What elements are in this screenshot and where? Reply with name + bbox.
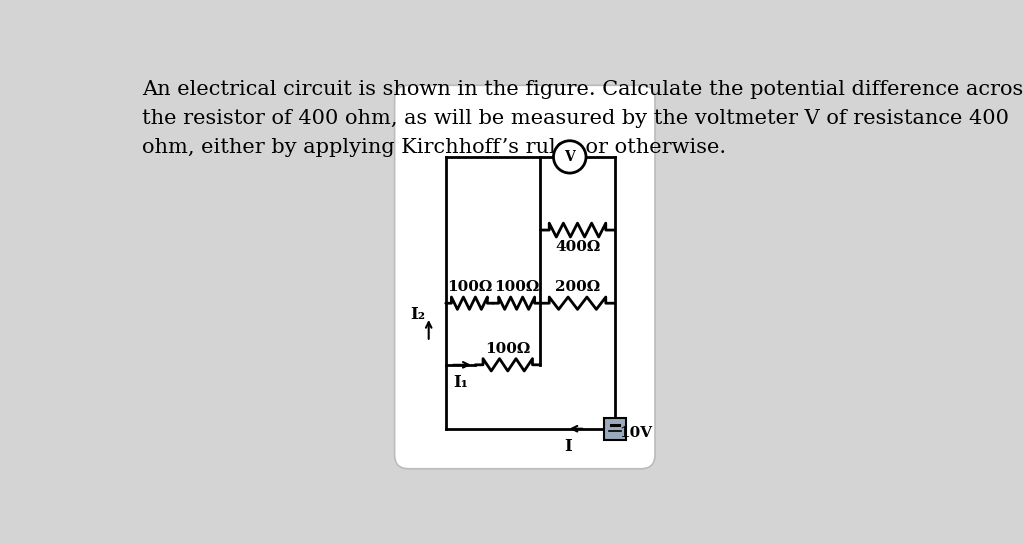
Text: 100Ω: 100Ω — [485, 342, 530, 356]
Text: I₂: I₂ — [411, 306, 426, 323]
Text: 100Ω: 100Ω — [446, 280, 492, 294]
Text: I₁: I₁ — [454, 374, 469, 391]
Text: 200Ω: 200Ω — [555, 280, 600, 294]
Text: 400Ω: 400Ω — [555, 240, 600, 254]
Text: V: V — [564, 150, 575, 164]
Text: An electrical circuit is shown in the figure. Calculate the potential difference: An electrical circuit is shown in the fi… — [142, 80, 1024, 99]
Text: 10V: 10V — [620, 426, 652, 440]
Text: I: I — [564, 438, 572, 455]
Bar — [604, 418, 626, 440]
Text: 100Ω: 100Ω — [494, 280, 540, 294]
Text: ohm, either by applying Kirchhoff’s rules or otherwise.: ohm, either by applying Kirchhoff’s rule… — [142, 138, 726, 157]
Circle shape — [554, 141, 586, 173]
FancyBboxPatch shape — [394, 85, 655, 469]
Text: the resistor of 400 ohm, as will be measured by the voltmeter V of resistance 40: the resistor of 400 ohm, as will be meas… — [142, 109, 1009, 128]
